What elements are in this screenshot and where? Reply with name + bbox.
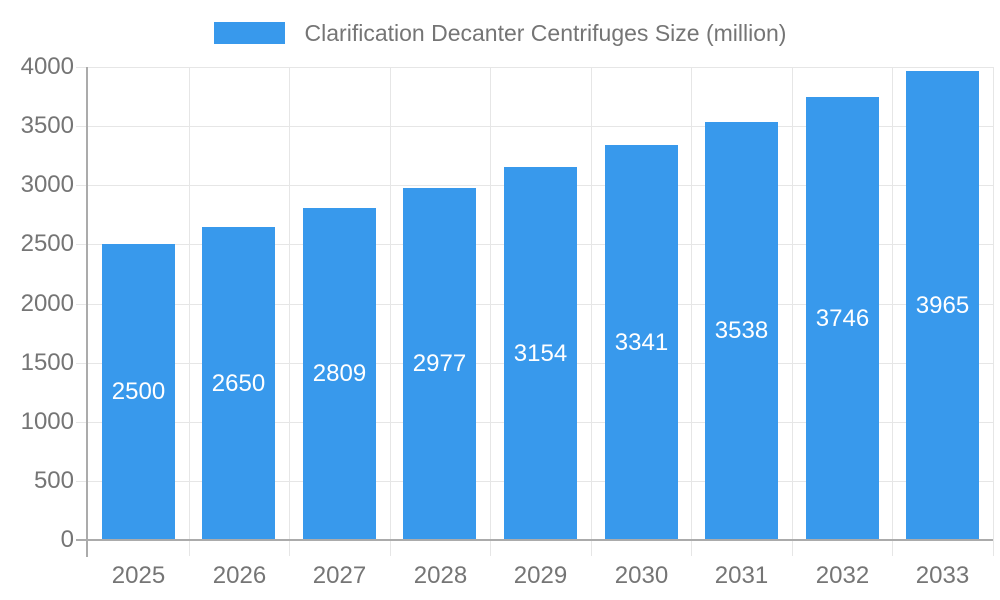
y-axis-tick-label: 1000	[20, 408, 74, 435]
y-axis-tick-label: 2500	[20, 230, 74, 257]
x-axis-tick-label: 2031	[714, 562, 769, 589]
bar-2025[interactable]: 2500	[102, 244, 175, 540]
x-gridline	[591, 67, 592, 556]
bar-2032[interactable]: 3746	[806, 97, 879, 540]
bar-2029[interactable]: 3154	[504, 167, 577, 540]
bar-value-label: 3965	[915, 291, 970, 319]
x-axis-tick-label: 2032	[815, 562, 870, 589]
chart-legend[interactable]: Clarification Decanter Centrifuges Size …	[0, 19, 1000, 47]
y-axis-tick-label: 4000	[20, 53, 74, 80]
x-gridline	[892, 67, 893, 556]
bar-value-label: 2977	[412, 350, 467, 377]
x-axis-tick-label: 2026	[212, 562, 267, 589]
y-axis-line	[86, 67, 88, 557]
x-axis-tick-label: 2030	[614, 562, 669, 589]
y-axis-tick-label: 3500	[20, 112, 74, 139]
x-gridline	[189, 67, 190, 556]
bar-value-label: 2809	[312, 360, 367, 387]
y-axis-tick-label: 1500	[20, 349, 74, 376]
bar-value-label: 2500	[111, 378, 166, 405]
bar-value-label: 2650	[211, 369, 266, 397]
y-gridline	[76, 67, 993, 68]
bar-2028[interactable]: 2977	[403, 188, 476, 540]
bar-value-label: 3154	[513, 339, 568, 367]
x-gridline	[289, 67, 290, 556]
legend-label: Clarification Decanter Centrifuges Size …	[304, 19, 787, 46]
bar-value-label: 3746	[815, 304, 870, 332]
bar-2033[interactable]: 3965	[906, 71, 979, 540]
y-axis-tick-label: 2000	[20, 290, 74, 317]
bar-2027[interactable]: 2809	[303, 208, 376, 540]
y-axis-tick-label: 3000	[20, 171, 74, 198]
y-gridline	[76, 126, 993, 127]
x-gridline	[691, 67, 692, 556]
x-axis-tick-label: 2029	[513, 562, 568, 589]
y-axis-tick-label: 500	[33, 467, 74, 494]
x-gridline	[792, 67, 793, 556]
bar-value-label: 3538	[714, 317, 769, 344]
bar-value-label: 3341	[614, 328, 669, 356]
bar-2031[interactable]: 3538	[705, 122, 778, 540]
x-axis-tick-label: 2025	[111, 562, 166, 589]
x-axis-tick-label: 2028	[413, 562, 468, 589]
x-axis-tick-label: 2027	[312, 562, 367, 589]
bar-2026[interactable]: 2650	[202, 227, 275, 540]
x-axis-tick-label: 2033	[915, 562, 970, 589]
x-gridline	[390, 67, 391, 556]
x-gridline	[993, 67, 994, 556]
x-gridline	[490, 67, 491, 556]
x-axis-line	[76, 539, 993, 541]
legend-swatch-icon	[213, 22, 285, 44]
y-axis-tick-label: 0	[60, 526, 74, 553]
bar-2030[interactable]: 3341	[605, 145, 678, 540]
